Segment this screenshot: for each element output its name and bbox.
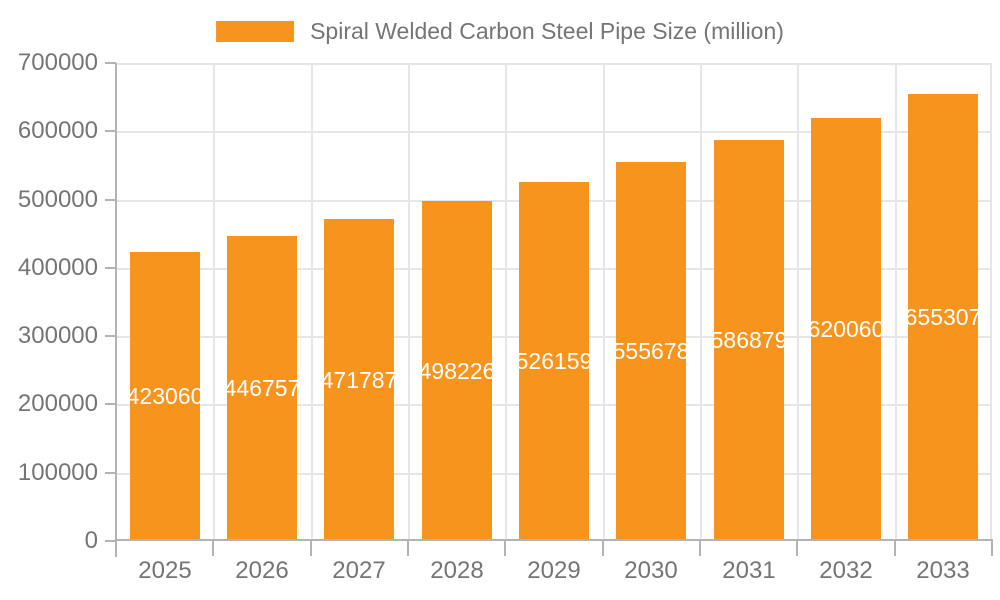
vertical-gridline <box>505 63 507 541</box>
x-axis-tick <box>310 541 312 556</box>
horizontal-gridline <box>116 131 992 133</box>
plot-area: 423060 446757 471787 498226 526159 555678 5868… <box>116 63 992 541</box>
x-axis-tick <box>602 541 604 556</box>
bar-value-label: 423060 <box>130 383 200 409</box>
y-axis-tick <box>105 199 116 201</box>
x-axis-tick <box>212 541 214 556</box>
x-axis-tick-label: 2029 <box>527 557 581 584</box>
bar-value-label: 498226 <box>422 357 492 384</box>
bar-2032[interactable]: 620060 <box>811 118 881 541</box>
y-axis-tick <box>105 403 116 405</box>
vertical-gridline <box>408 63 410 541</box>
horizontal-gridline <box>116 63 992 65</box>
legend-swatch <box>216 21 295 42</box>
y-axis-tick <box>105 335 116 337</box>
x-axis-tick-label: 2031 <box>722 557 776 584</box>
x-axis-tick <box>699 541 701 556</box>
x-axis-tick <box>504 541 506 556</box>
bar-2030[interactable]: 555678 <box>616 162 686 541</box>
y-axis-tick-label: 400000 <box>17 254 98 281</box>
bar-2031[interactable]: 586879 <box>714 140 784 541</box>
y-axis-tick-label: 200000 <box>17 390 98 417</box>
vertical-gridline <box>797 63 799 541</box>
x-axis-tick-label: 2027 <box>332 557 386 584</box>
x-axis-tick <box>407 541 409 556</box>
y-axis-tick-label: 500000 <box>17 186 98 213</box>
x-axis-tick <box>796 541 798 556</box>
vertical-gridline <box>990 63 992 541</box>
x-axis-tick-label: 2033 <box>916 557 970 584</box>
x-axis-tick-label: 2025 <box>138 557 192 584</box>
vertical-gridline <box>603 63 605 541</box>
y-axis-tick <box>105 62 116 64</box>
bar-value-label: 586879 <box>714 327 784 353</box>
x-axis-line <box>116 539 993 541</box>
bar-2028[interactable]: 498226 <box>422 201 492 541</box>
y-axis-line <box>115 63 117 557</box>
bar-value-label: 555678 <box>616 338 686 364</box>
bar-2029[interactable]: 526159 <box>519 182 589 541</box>
x-axis-tick <box>991 541 993 556</box>
bar-value-label: 446757 <box>227 375 297 401</box>
bar-2025[interactable]: 423060 <box>130 252 200 541</box>
bar-value-label: 471787 <box>324 366 394 393</box>
y-axis-tick-label: 300000 <box>17 322 98 349</box>
vertical-gridline <box>213 63 215 541</box>
vertical-gridline <box>895 63 897 541</box>
legend-item[interactable]: Spiral Welded Carbon Steel Pipe Size (mi… <box>216 18 784 45</box>
y-axis-tick <box>105 540 116 542</box>
x-axis-tick-label: 2026 <box>235 557 289 584</box>
vertical-gridline <box>311 63 313 541</box>
y-axis-tick <box>105 472 116 474</box>
y-axis-tick-label: 100000 <box>17 459 98 486</box>
bar-value-label: 526159 <box>519 348 589 374</box>
x-axis-tick <box>115 541 117 556</box>
bar-2027[interactable]: 471787 <box>324 219 394 541</box>
y-axis-tick <box>105 130 116 132</box>
bar-value-label: 620060 <box>811 316 881 342</box>
bar-value-label: 655307 <box>908 304 978 330</box>
y-axis-tick-label: 600000 <box>17 117 98 144</box>
x-axis-tick <box>894 541 896 556</box>
bar-2033[interactable]: 655307 <box>908 94 978 541</box>
y-axis-tick-label: 700000 <box>17 49 98 76</box>
y-axis-tick-label: 0 <box>84 527 98 554</box>
bar-2026[interactable]: 446757 <box>227 236 297 541</box>
y-axis-tick <box>105 267 116 269</box>
vertical-gridline <box>700 63 702 541</box>
x-axis-tick-label: 2030 <box>624 557 678 584</box>
legend-label: Spiral Welded Carbon Steel Pipe Size (mi… <box>310 18 784 44</box>
x-axis-tick-label: 2032 <box>819 557 873 584</box>
x-axis-tick-label: 2028 <box>430 557 484 584</box>
